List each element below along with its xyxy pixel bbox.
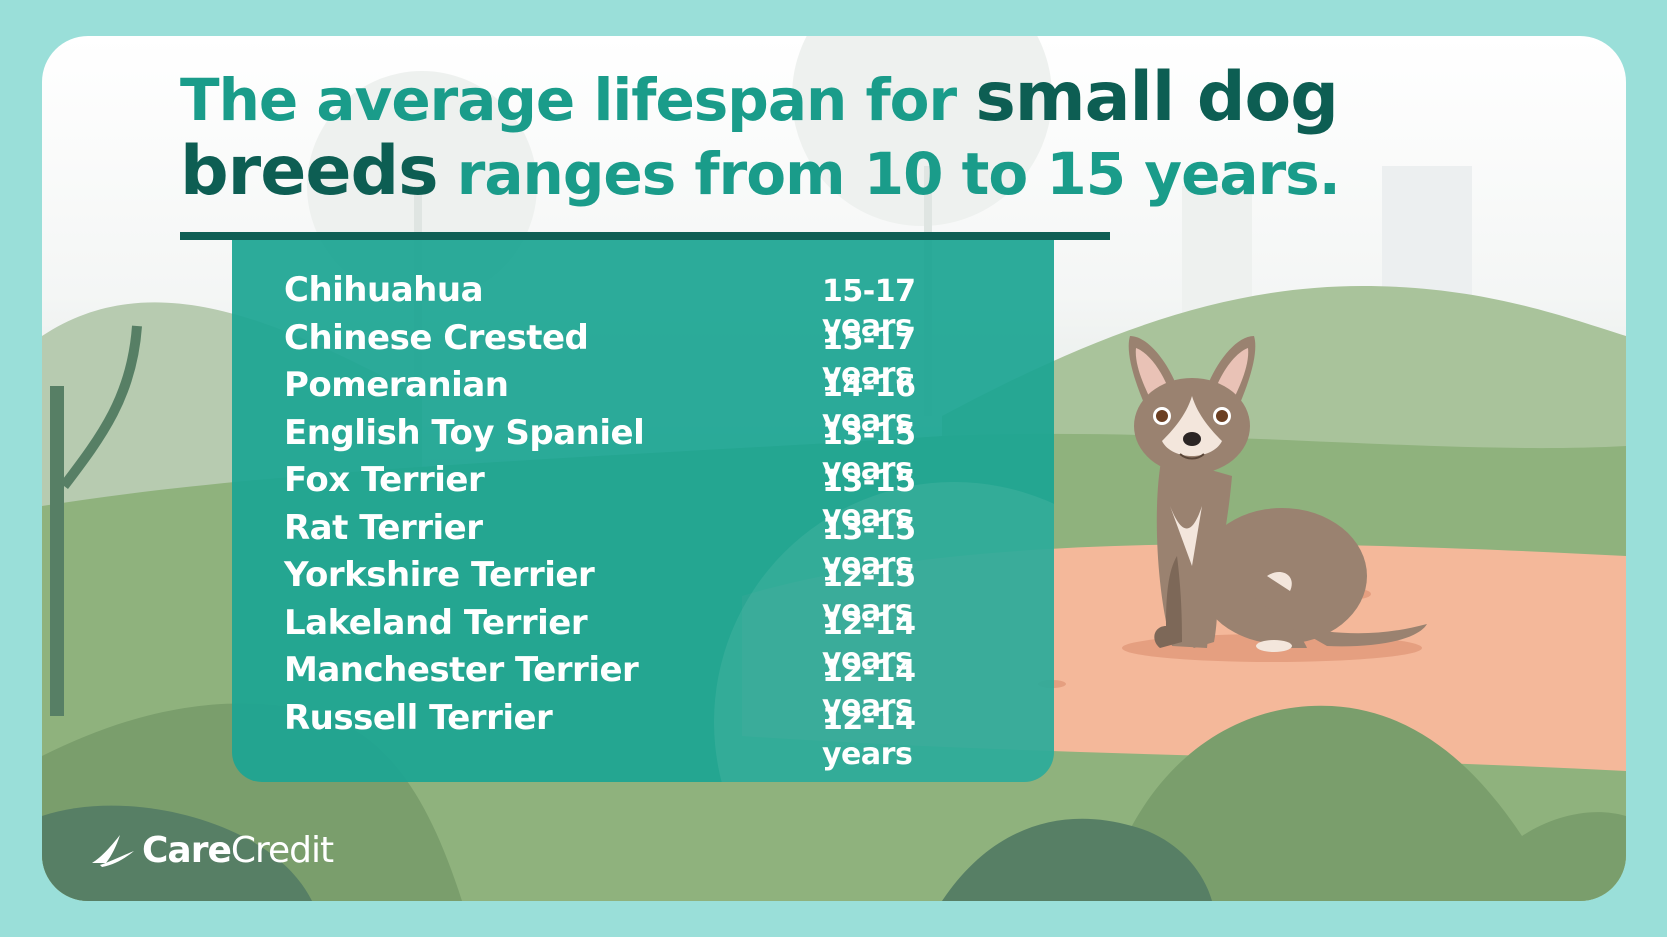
foreground-bush	[1102, 705, 1626, 901]
logo-word-light: Credit	[230, 829, 334, 871]
headline-emphasis-1: small dog	[975, 58, 1339, 137]
headline-emphasis-2: breeds	[180, 132, 439, 211]
breed-name: Rat Terrier	[284, 507, 483, 548]
breed-name: English Toy Spaniel	[284, 412, 645, 453]
left-tree-branch	[60, 325, 142, 490]
breed-name: Lakeland Terrier	[284, 602, 588, 643]
breed-row: Chinese Crested 15-17 years	[284, 317, 1004, 392]
breed-lifespan: 14-16 years	[822, 369, 916, 439]
carecredit-logo: CareCredit	[90, 828, 334, 872]
breed-row: Chihuahua 15-17 years	[284, 270, 1004, 344]
left-tree-trunk	[50, 386, 64, 716]
breed-lifespan: 13-15 years	[822, 416, 916, 487]
chihuahua-icon	[1122, 336, 1427, 662]
breed-lifespan: 12-14 years	[822, 701, 916, 772]
foreground-bush-dark	[42, 805, 312, 901]
breed-lifespan: 12-15 years	[822, 559, 916, 629]
breed-row: Russell Terrier 12-14 years	[284, 697, 1004, 772]
logo-word-bold: Care	[142, 829, 232, 871]
headline-part-2: ranges from 10 to 15 years.	[437, 140, 1341, 208]
breed-lifespan: 12-14 years	[822, 654, 916, 724]
breed-name: Yorkshire Terrier	[284, 555, 595, 595]
breed-row: Pomeranian 14-16 years	[284, 365, 1004, 439]
breed-name: Russell Terrier	[284, 697, 553, 738]
background-tree-canopy	[792, 36, 1052, 226]
breed-row: Rat Terrier 13-15 years	[284, 507, 1004, 582]
breed-name: Chihuahua	[284, 270, 484, 310]
infographic-card: The average lifespan for small dog breeds…	[42, 36, 1626, 901]
breed-lifespan: 13-15 years	[822, 464, 916, 534]
breed-lifespan: 13-15 years	[822, 511, 916, 582]
foreground-bush-dark	[942, 818, 1212, 901]
lifespan-table-panel: Chihuahua 15-17 years Chinese Crested 15…	[232, 240, 1054, 782]
breed-row: Manchester Terrier 12-14 years	[284, 650, 1004, 724]
breed-lifespan: 12-14 years	[822, 606, 916, 677]
breed-list: Chihuahua 15-17 years Chinese Crested 15…	[284, 270, 1004, 772]
breed-name: Fox Terrier	[284, 460, 485, 500]
breed-row: English Toy Spaniel 13-15 years	[284, 412, 1004, 487]
headline: The average lifespan for small dog breeds…	[180, 62, 1480, 210]
breed-row: Lakeland Terrier 12-14 years	[284, 602, 1004, 677]
carecredit-swoosh-icon	[92, 835, 134, 867]
breed-name: Pomeranian	[284, 365, 509, 405]
breed-row: Yorkshire Terrier 12-15 years	[284, 555, 1004, 629]
logo-wordmark: CareCredit	[142, 829, 334, 871]
breed-row: Fox Terrier 13-15 years	[284, 460, 1004, 534]
breed-lifespan: 15-17 years	[822, 274, 916, 344]
headline-part-1: The average lifespan for	[180, 66, 976, 134]
breed-name: Chinese Crested	[284, 317, 589, 358]
breed-name: Manchester Terrier	[284, 650, 639, 690]
breed-lifespan: 15-17 years	[822, 321, 916, 392]
headline-divider	[180, 232, 1110, 240]
